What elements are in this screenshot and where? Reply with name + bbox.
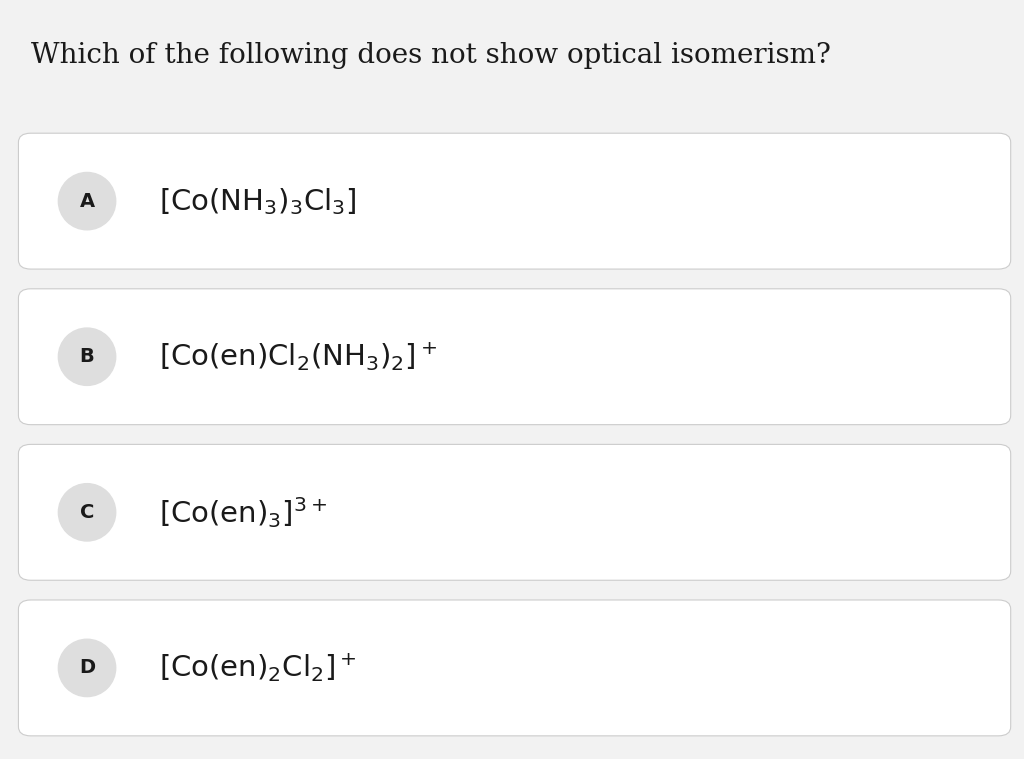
Text: $\mathrm{[Co(NH_3)_3Cl_3]}$: $\mathrm{[Co(NH_3)_3Cl_3]}$ [159,186,356,216]
Text: B: B [80,347,94,367]
Text: A: A [80,191,94,211]
Ellipse shape [58,172,116,230]
Text: D: D [79,658,95,678]
FancyBboxPatch shape [18,444,1011,580]
Text: $\mathrm{[Co(en)_3]^{3+}}$: $\mathrm{[Co(en)_3]^{3+}}$ [159,495,327,530]
Text: C: C [80,502,94,522]
FancyBboxPatch shape [18,133,1011,269]
Text: $\mathrm{[Co(en)Cl_2(NH_3)_2]^+}$: $\mathrm{[Co(en)Cl_2(NH_3)_2]^+}$ [159,341,437,373]
FancyBboxPatch shape [18,600,1011,736]
FancyBboxPatch shape [18,288,1011,425]
Text: $\mathrm{[Co(en)_2Cl_2]^+}$: $\mathrm{[Co(en)_2Cl_2]^+}$ [159,652,356,684]
Ellipse shape [58,639,116,697]
Ellipse shape [58,483,116,541]
Ellipse shape [58,328,116,386]
Text: Which of the following does not show optical isomerism?: Which of the following does not show opt… [31,42,830,69]
